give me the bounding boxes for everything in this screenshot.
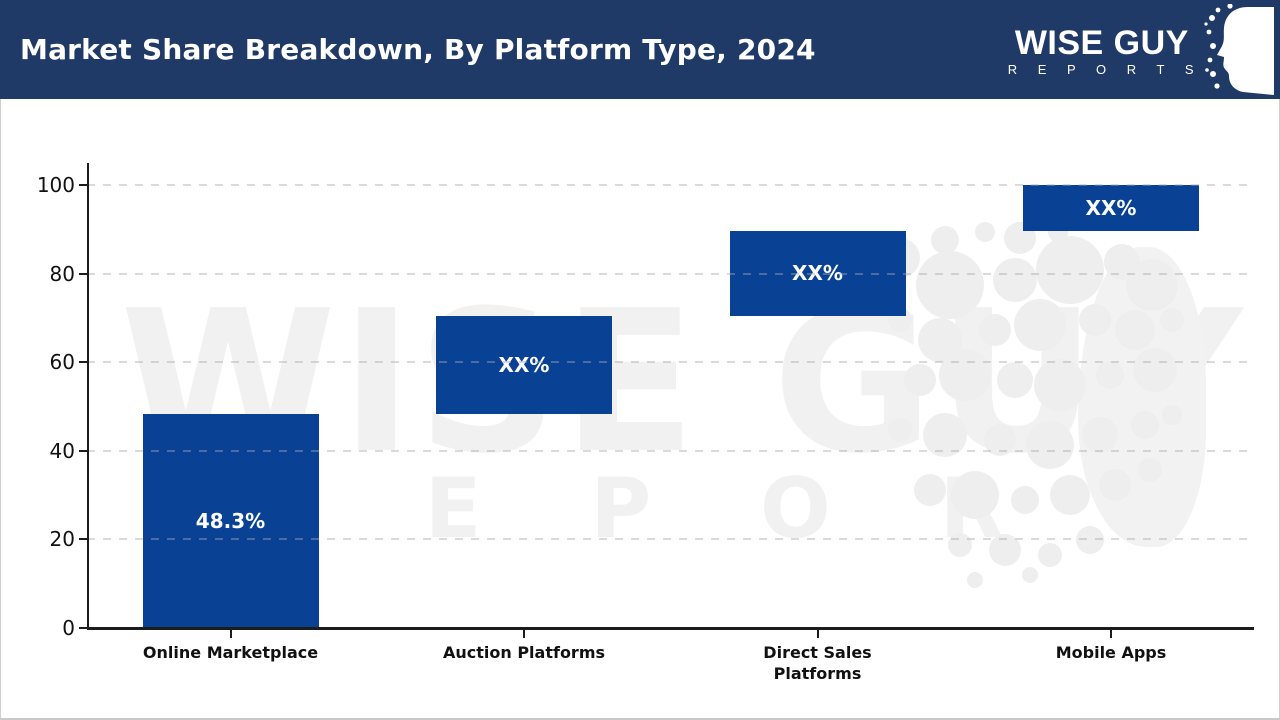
watermark-dot: [916, 251, 984, 319]
watermark-dot: [1014, 299, 1066, 351]
gridline-y-20: [87, 538, 1254, 540]
watermark-dot: [1115, 310, 1155, 350]
watermark-dot: [951, 471, 999, 519]
category-label-0: Online Marketplace: [142, 642, 319, 662]
watermark-dot: [904, 364, 936, 396]
watermark-dot: [923, 413, 967, 457]
bar-value-label: XX%: [498, 352, 550, 377]
bar-value-label: XX%: [792, 261, 843, 286]
watermark-dot: [931, 226, 959, 254]
logo-wordmark-line2: R E P O R T S: [1007, 62, 1202, 77]
ytick-mark-20: [79, 538, 87, 540]
ytick-mark-80: [79, 272, 87, 275]
ytick-label-60: 60: [49, 350, 75, 374]
watermark-dot: [1011, 486, 1039, 514]
bar-segment-0: 48.3%: [142, 413, 319, 628]
watermark-dot: [967, 572, 983, 588]
ytick-mark-40: [79, 449, 87, 452]
wiseguy-logo: WISE GUY R E P O R T S: [1002, 4, 1274, 96]
logo-face-icon: [1204, 4, 1274, 95]
bar-segment-2: XX%: [729, 231, 906, 316]
watermark-dot: [989, 534, 1021, 566]
watermark-dot: [1036, 236, 1104, 304]
category-label-1: Auction Platforms: [442, 642, 606, 662]
bar-value-label: 48.3%: [195, 508, 266, 533]
xtick-mark-2: [816, 629, 819, 638]
bar-segment-1: XX%: [436, 315, 612, 414]
watermark-dot: [1138, 458, 1162, 482]
watermark-dot: [979, 314, 1011, 346]
watermark-dot: [1050, 475, 1090, 515]
watermark-dot: [1162, 405, 1182, 425]
bar-value-label: XX%: [1085, 196, 1137, 221]
ytick-mark-0: [79, 626, 87, 629]
page-border-bottom: [0, 718, 1280, 720]
watermark-dot: [1131, 411, 1159, 439]
logo-wordmark-line1: WISE GUY: [1014, 24, 1189, 62]
watermark-dot: [997, 362, 1033, 398]
watermark-dot: [1079, 304, 1111, 336]
watermark-dot: [1160, 308, 1184, 332]
watermark-dot: [1082, 417, 1118, 453]
xtick-mark-3: [1110, 629, 1112, 638]
gridline-y-100: [87, 184, 1254, 186]
ytick-label-80: 80: [49, 261, 75, 286]
watermark-dot: [1022, 567, 1038, 583]
watermark-dot: [1126, 259, 1178, 311]
watermark-dot: [993, 258, 1037, 302]
watermark-dot: [975, 222, 995, 242]
watermark-dot: [1099, 469, 1131, 501]
header: Market Share Breakdown, By Platform Type…: [0, 0, 1280, 99]
gridline-y-80: [87, 272, 1254, 275]
watermark-dot: [914, 474, 946, 506]
ytick-mark-100: [79, 184, 87, 186]
ytick-mark-60: [79, 361, 87, 363]
xtick-mark-1: [523, 629, 525, 638]
page-title: Market Share Breakdown, By Platform Type…: [20, 33, 816, 66]
x-axis-spine: [87, 626, 1254, 630]
watermark-dot: [1038, 543, 1062, 567]
ytick-label-20: 20: [49, 527, 75, 551]
watermark-dot: [939, 349, 991, 401]
bar-segment-3: XX%: [1023, 185, 1199, 232]
watermark-dot: [1076, 526, 1104, 554]
xtick-mark-0: [229, 629, 232, 638]
watermark-dot: [984, 424, 1016, 456]
watermark-dot: [1034, 359, 1086, 411]
ytick-label-40: 40: [49, 438, 75, 463]
ytick-label-100: 100: [36, 173, 75, 197]
watermark-dot: [888, 418, 912, 442]
page-border-left: [0, 99, 1, 720]
watermark-dot: [1096, 361, 1124, 389]
watermark-dot: [948, 533, 972, 557]
watermark-dot: [1026, 421, 1074, 469]
category-label-2: Direct Sales Platforms: [763, 642, 872, 683]
y-axis-spine: [87, 163, 89, 630]
gridline-y-40: [87, 449, 1254, 452]
category-label-3: Mobile Apps: [1055, 642, 1167, 662]
ytick-label-0: 0: [62, 615, 75, 640]
logo-wordmark: WISE GUY R E P O R T S: [1002, 25, 1202, 77]
watermark-dot: [1133, 348, 1177, 392]
gridline-y-60: [87, 361, 1254, 363]
